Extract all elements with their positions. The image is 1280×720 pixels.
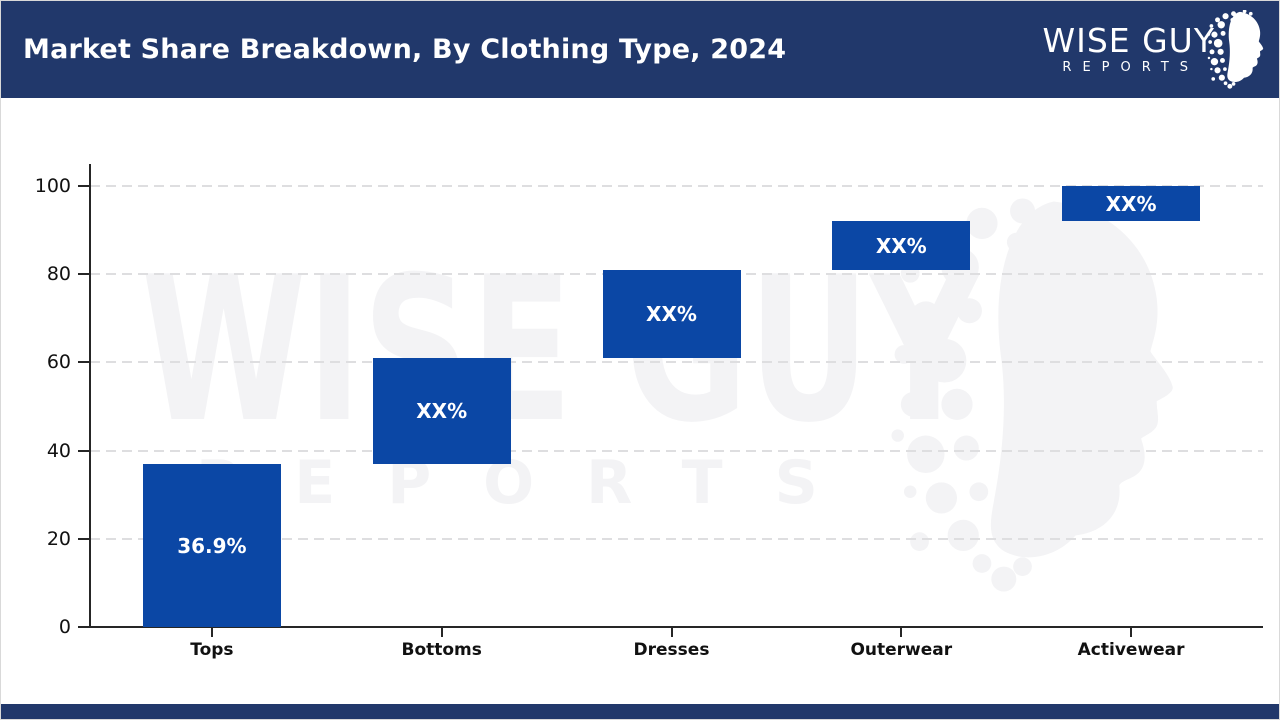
bar-dresses: XX% [602,269,741,358]
watermark-wise-guy: WISE GUY [141,234,979,467]
footer-bar [1,704,1279,719]
y-tick-label: 40 [46,439,71,462]
x-axis-line [89,626,1263,628]
wise-guy-reports-logo: WISE GUY REPORTS [1042,9,1267,90]
x-tick-mark [670,628,673,637]
page-title: Market Share Breakdown, By Clothing Type… [23,34,787,65]
gridline-20 [90,537,1263,540]
gridline-40 [90,449,1263,452]
y-tick-mark [78,185,89,187]
logo-text: WISE GUY REPORTS [1042,24,1215,75]
x-category-label: Activewear [1077,640,1185,660]
x-category-label: Bottoms [401,640,482,660]
y-tick-label: 0 [58,616,71,638]
y-tick-mark [78,273,89,276]
y-tick-mark [78,361,89,364]
x-tick-mark [1130,628,1133,637]
bar-value-label: 36.9% [177,533,247,558]
bar-value-label: XX% [646,301,697,326]
y-tick-label: 100 [34,175,71,197]
bar-value-label: XX% [1105,191,1157,216]
bar-bottoms: XX% [372,357,511,465]
bar-activewear: XX% [1062,186,1201,222]
x-tick-mark [440,628,443,637]
y-tick-mark [78,449,89,452]
x-tick-mark [900,628,903,637]
bar-outerwear: XX% [832,221,971,270]
header-bar: Market Share Breakdown, By Clothing Type… [1,1,1279,98]
x-category-label: Dresses [633,640,710,660]
y-tick-label: 80 [46,263,71,286]
x-tick-mark [210,628,213,637]
y-tick-label: 20 [46,527,71,550]
y-axis-line [89,164,91,628]
x-category-label: Outerwear [850,640,953,660]
dotted-head-logo-icon [1207,9,1264,89]
bar-value-label: XX% [416,399,468,424]
gridline-60 [90,361,1263,364]
y-tick-mark [78,626,89,628]
logo-wise-guy-label: WISE GUY [1042,21,1215,60]
logo-reports-label: REPORTS [1062,60,1200,75]
y-tick-label: 60 [46,351,71,374]
bar-value-label: XX% [875,233,927,258]
gridline-100 [90,185,1263,187]
x-category-label: Tops [190,640,234,660]
bar-tops: 36.9% [142,464,281,627]
y-tick-mark [78,537,89,540]
